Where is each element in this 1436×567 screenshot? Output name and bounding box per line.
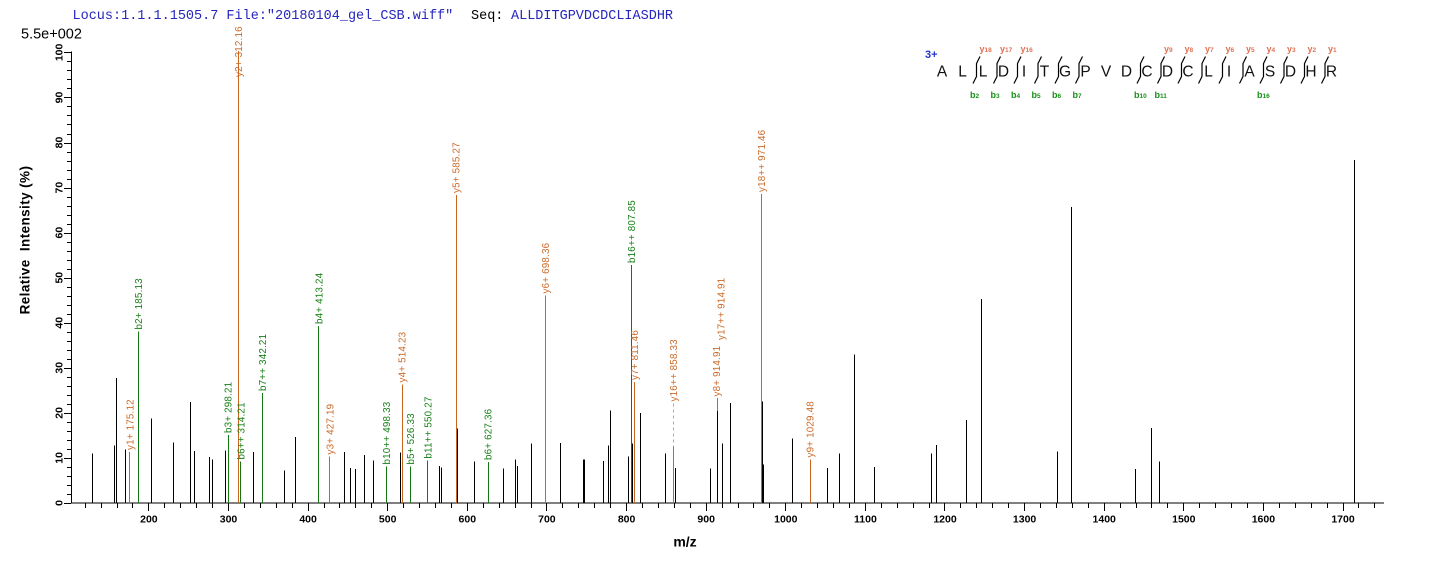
svg-text:1100: 1100 xyxy=(854,514,877,526)
svg-text:b11++ 550.27: b11++ 550.27 xyxy=(423,396,434,458)
svg-text:b2: b2 xyxy=(970,90,980,100)
svg-text:L: L xyxy=(1204,64,1213,81)
svg-text:D: D xyxy=(1285,64,1296,81)
svg-text:P: P xyxy=(1080,64,1090,81)
svg-text:y6: y6 xyxy=(1226,44,1235,54)
svg-text:20: 20 xyxy=(54,407,66,419)
svg-text:L: L xyxy=(958,64,967,81)
svg-text:V: V xyxy=(1101,64,1112,81)
svg-text:m/z: m/z xyxy=(673,534,696,550)
svg-text:y8: y8 xyxy=(1185,44,1194,54)
svg-text:70: 70 xyxy=(54,182,66,194)
svg-text:y16: y16 xyxy=(1021,44,1034,54)
svg-text:C: C xyxy=(1141,64,1152,81)
svg-text:Relative Intensity (%): Relative Intensity (%) xyxy=(18,166,33,315)
svg-text:I: I xyxy=(1022,64,1026,81)
svg-text:b6++ 314.21: b6++ 314.21 xyxy=(236,402,247,459)
svg-text:I: I xyxy=(1227,64,1231,81)
svg-text:y4: y4 xyxy=(1267,44,1276,54)
svg-text:y5+ 585.27: y5+ 585.27 xyxy=(452,142,463,193)
svg-text:1700: 1700 xyxy=(1331,514,1355,526)
svg-text:y1: y1 xyxy=(1328,44,1337,54)
svg-text:1400: 1400 xyxy=(1093,514,1117,526)
svg-text:600: 600 xyxy=(459,514,477,526)
svg-text:60: 60 xyxy=(54,227,66,239)
svg-text:b4: b4 xyxy=(1011,90,1021,100)
svg-text:500: 500 xyxy=(379,514,397,526)
svg-text:D: D xyxy=(1121,64,1132,81)
svg-text:y9: y9 xyxy=(1164,44,1173,54)
svg-text:30: 30 xyxy=(54,362,66,374)
svg-text:1000: 1000 xyxy=(774,514,798,526)
svg-text:5.5e+002: 5.5e+002 xyxy=(21,27,82,43)
svg-text:y2+ 312.16: y2+ 312.16 xyxy=(234,26,245,77)
svg-text:L: L xyxy=(979,64,988,81)
svg-text:y8+ 914.91: y8+ 914.91 xyxy=(712,346,723,397)
svg-text:y7: y7 xyxy=(1205,44,1214,54)
svg-text:90: 90 xyxy=(54,92,66,104)
svg-text:y7+ 811.46: y7+ 811.46 xyxy=(630,330,641,380)
svg-text:D: D xyxy=(1162,64,1173,81)
svg-text:400: 400 xyxy=(299,514,317,526)
svg-text:R: R xyxy=(1326,64,1337,81)
svg-text:y18: y18 xyxy=(980,44,993,54)
svg-text:10: 10 xyxy=(54,452,66,464)
svg-text:b7: b7 xyxy=(1073,90,1083,100)
svg-text:A: A xyxy=(937,64,948,81)
svg-text:b10++ 498.33: b10++ 498.33 xyxy=(382,401,393,464)
svg-text:1200: 1200 xyxy=(933,514,957,526)
svg-text:D: D xyxy=(998,64,1009,81)
svg-text:b5+ 526.33: b5+ 526.33 xyxy=(406,413,417,465)
svg-text:b7++ 342.21: b7++ 342.21 xyxy=(258,334,269,391)
svg-text:40: 40 xyxy=(54,317,66,329)
svg-text:y2: y2 xyxy=(1308,44,1317,54)
svg-text:y16++ 858.33: y16++ 858.33 xyxy=(669,339,680,402)
svg-text:C: C xyxy=(1182,64,1193,81)
svg-text:b4+ 413.24: b4+ 413.24 xyxy=(314,272,325,324)
svg-text:b3+ 298.21: b3+ 298.21 xyxy=(224,382,235,433)
svg-text:b3: b3 xyxy=(991,90,1001,100)
svg-text:900: 900 xyxy=(697,514,715,526)
svg-text:100: 100 xyxy=(54,43,66,61)
svg-text:50: 50 xyxy=(54,272,66,284)
svg-text:y3: y3 xyxy=(1287,44,1296,54)
svg-text:G: G xyxy=(1059,64,1071,81)
svg-text:b11: b11 xyxy=(1155,90,1168,100)
svg-text:y17: y17 xyxy=(1000,44,1013,54)
svg-text:y3+ 427.19: y3+ 427.19 xyxy=(325,404,336,455)
svg-text:T: T xyxy=(1040,64,1050,81)
svg-text:800: 800 xyxy=(618,514,636,526)
svg-text:y18++ 971.46: y18++ 971.46 xyxy=(757,129,768,192)
svg-text:b6+ 627.36: b6+ 627.36 xyxy=(484,408,495,460)
svg-text:3+: 3+ xyxy=(925,49,938,61)
svg-text:1300: 1300 xyxy=(1013,514,1037,526)
svg-text:b5: b5 xyxy=(1032,90,1042,100)
svg-text:b16: b16 xyxy=(1257,90,1270,100)
svg-text:700: 700 xyxy=(538,514,556,526)
svg-text:b2+ 185.13: b2+ 185.13 xyxy=(134,278,145,330)
svg-text:1600: 1600 xyxy=(1252,514,1276,526)
svg-text:300: 300 xyxy=(220,514,238,526)
svg-text:y5: y5 xyxy=(1246,44,1255,54)
svg-text:b10: b10 xyxy=(1134,90,1147,100)
svg-text:80: 80 xyxy=(54,137,66,149)
svg-text:y17++ 914.91: y17++ 914.91 xyxy=(717,278,728,340)
svg-text:y1+ 175.12: y1+ 175.12 xyxy=(125,399,136,450)
svg-text:Seq:: Seq: xyxy=(471,9,503,24)
svg-text:0: 0 xyxy=(54,500,66,506)
svg-text:1500: 1500 xyxy=(1172,514,1196,526)
svg-text:y4+ 514.23: y4+ 514.23 xyxy=(398,331,409,382)
svg-text:b16++ 807.85: b16++ 807.85 xyxy=(627,200,638,263)
svg-text:A: A xyxy=(1244,64,1255,81)
svg-text:ALLDITGPVDCDCLIASDHR: ALLDITGPVDCDCLIASDHR xyxy=(511,9,673,24)
svg-text:b6: b6 xyxy=(1052,90,1062,100)
svg-text:S: S xyxy=(1265,64,1275,81)
svg-text:200: 200 xyxy=(140,514,158,526)
svg-text:y9+ 1029.48: y9+ 1029.48 xyxy=(806,401,817,458)
svg-text:Locus:1.1.1.1505.7 File:"20180: Locus:1.1.1.1505.7 File:"20180104_gel_CS… xyxy=(73,9,454,24)
svg-text:y6+ 698.36: y6+ 698.36 xyxy=(541,242,552,293)
svg-text:H: H xyxy=(1305,64,1316,81)
